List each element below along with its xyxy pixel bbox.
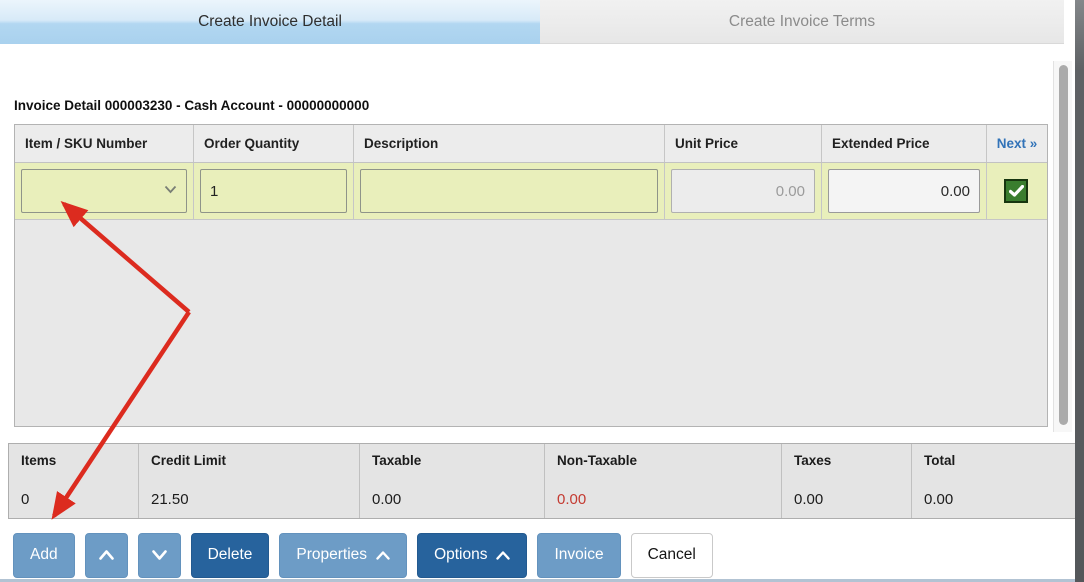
window-right-edge [1075, 0, 1084, 582]
row-confirm-checkbox[interactable] [1004, 179, 1028, 203]
move-down-button[interactable] [137, 532, 181, 578]
summary-items-label: Items [21, 453, 57, 468]
scrollbar-thumb[interactable] [1059, 65, 1068, 425]
summary-taxable-label: Taxable [372, 453, 422, 468]
order-quantity-input[interactable] [200, 169, 347, 213]
window-bottom-border [0, 579, 1076, 582]
summary-credit-limit-value: 21.50 [151, 491, 189, 508]
tab-create-invoice-terms[interactable]: Create Invoice Terms [540, 0, 1064, 44]
cancel-button-label: Cancel [647, 546, 696, 563]
summary-taxes-value: 0.00 [794, 491, 824, 508]
col-header-description: Description [353, 125, 664, 162]
options-button-label: Options [434, 546, 488, 563]
delete-button[interactable]: Delete [190, 532, 270, 578]
description-input[interactable] [360, 169, 658, 213]
properties-button-label: Properties [296, 546, 368, 563]
col-header-unit-price: Unit Price [664, 125, 821, 162]
col-header-item-sku: Item / SKU Number [25, 136, 148, 151]
order-quantity-cell [193, 163, 353, 219]
summary-taxes-label: Taxes [794, 453, 832, 468]
invoice-entry-row [15, 163, 1047, 220]
invoice-button[interactable]: Invoice [537, 532, 621, 578]
chevron-up-icon [376, 550, 390, 560]
row-confirm-cell [986, 163, 1047, 219]
move-up-button[interactable] [84, 532, 128, 578]
summary-items-value: 0 [21, 491, 30, 508]
extended-price-cell [821, 163, 986, 219]
checkmark-icon [1008, 185, 1024, 197]
tab-create-invoice-detail-label: Create Invoice Detail [198, 13, 342, 30]
summary-credit-limit: Credit Limit 21.50 [138, 444, 359, 518]
summary-credit-limit-label: Credit Limit [151, 453, 227, 468]
extended-price-input[interactable] [828, 169, 980, 213]
tab-bar: Create Invoice Detail Create Invoice Ter… [0, 0, 1064, 44]
chevron-down-icon [164, 185, 177, 194]
add-button-label: Add [30, 546, 58, 563]
description-cell [353, 163, 664, 219]
tab-create-invoice-terms-label: Create Invoice Terms [728, 12, 876, 30]
properties-button[interactable]: Properties [279, 532, 408, 578]
summary-non-taxable: Non-Taxable 0.00 [544, 444, 781, 518]
chevron-up-icon [496, 550, 511, 560]
col-header-order-quantity: Order Quantity [193, 125, 353, 162]
invoice-table-header: Item / SKU Number Order Quantity Descrip… [15, 125, 1047, 163]
invoice-detail-table: Item / SKU Number Order Quantity Descrip… [14, 124, 1048, 427]
invoice-button-label: Invoice [554, 546, 604, 563]
chevron-down-icon [151, 550, 167, 560]
summary-items: Items 0 [9, 444, 138, 518]
item-sku-select[interactable] [21, 169, 187, 213]
vertical-scrollbar[interactable] [1053, 61, 1072, 432]
unit-price-input[interactable] [671, 169, 815, 213]
item-sku-cell [15, 163, 193, 219]
col-header-extended-price: Extended Price [821, 125, 986, 162]
invoice-summary-table: Items 0 Credit Limit 21.50 Taxable 0.00 … [8, 443, 1076, 519]
summary-non-taxable-label: Non-Taxable [557, 453, 638, 468]
summary-taxable: Taxable 0.00 [359, 444, 544, 518]
page-title: Invoice Detail 000003230 - Cash Account … [14, 98, 370, 113]
cancel-button[interactable]: Cancel [630, 532, 713, 578]
delete-button-label: Delete [207, 546, 253, 563]
summary-taxes: Taxes 0.00 [781, 444, 911, 518]
unit-price-cell [664, 163, 821, 219]
tab-create-invoice-detail[interactable]: Create Invoice Detail [0, 0, 540, 44]
action-toolbar: Add Delete Properties Options [13, 532, 713, 578]
summary-non-taxable-value: 0.00 [557, 491, 587, 508]
next-columns-link[interactable]: Next » [986, 125, 1047, 162]
summary-total-label: Total [924, 453, 956, 468]
summary-total-value: 0.00 [924, 491, 954, 508]
summary-total: Total 0.00 [911, 444, 1075, 518]
chevron-up-icon [98, 550, 114, 560]
add-button[interactable]: Add [13, 532, 75, 578]
options-button[interactable]: Options [417, 532, 528, 578]
summary-taxable-value: 0.00 [372, 491, 402, 508]
empty-rows-area [15, 220, 1047, 426]
